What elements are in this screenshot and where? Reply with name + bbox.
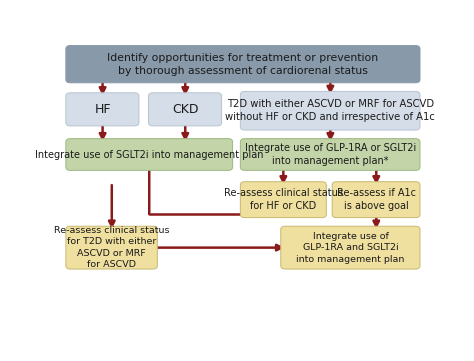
FancyBboxPatch shape: [148, 93, 222, 126]
Text: T2D with either ASCVD or MRF for ASCVD
without HF or CKD and irrespective of A1c: T2D with either ASCVD or MRF for ASCVD w…: [226, 99, 435, 122]
FancyBboxPatch shape: [66, 226, 157, 269]
FancyBboxPatch shape: [240, 182, 326, 218]
FancyBboxPatch shape: [332, 182, 420, 218]
FancyBboxPatch shape: [66, 45, 420, 83]
Text: CKD: CKD: [172, 103, 199, 116]
FancyBboxPatch shape: [66, 139, 233, 170]
Text: Re-assess clinical status
for HF or CKD: Re-assess clinical status for HF or CKD: [224, 188, 343, 211]
Text: HF: HF: [94, 103, 111, 116]
FancyBboxPatch shape: [66, 93, 139, 126]
Text: Integrate use of
GLP-1RA and SGLT2i
into management plan: Integrate use of GLP-1RA and SGLT2i into…: [296, 232, 405, 264]
Text: Re-assess clinical status
for T2D with either
ASCVD or MRF
for ASCVD: Re-assess clinical status for T2D with e…: [54, 226, 170, 269]
Text: Identify opportunities for treatment or prevention
by thorough assessment of car: Identify opportunities for treatment or …: [108, 53, 378, 75]
Text: Integrate use of GLP-1RA or SGLT2i
into management plan*: Integrate use of GLP-1RA or SGLT2i into …: [245, 143, 416, 166]
Text: Re-assess if A1c
is above goal: Re-assess if A1c is above goal: [337, 188, 416, 211]
FancyBboxPatch shape: [240, 139, 420, 170]
FancyBboxPatch shape: [281, 226, 420, 269]
Text: Integrate use of SGLT2i into management plan: Integrate use of SGLT2i into management …: [35, 149, 264, 160]
FancyBboxPatch shape: [240, 91, 420, 130]
